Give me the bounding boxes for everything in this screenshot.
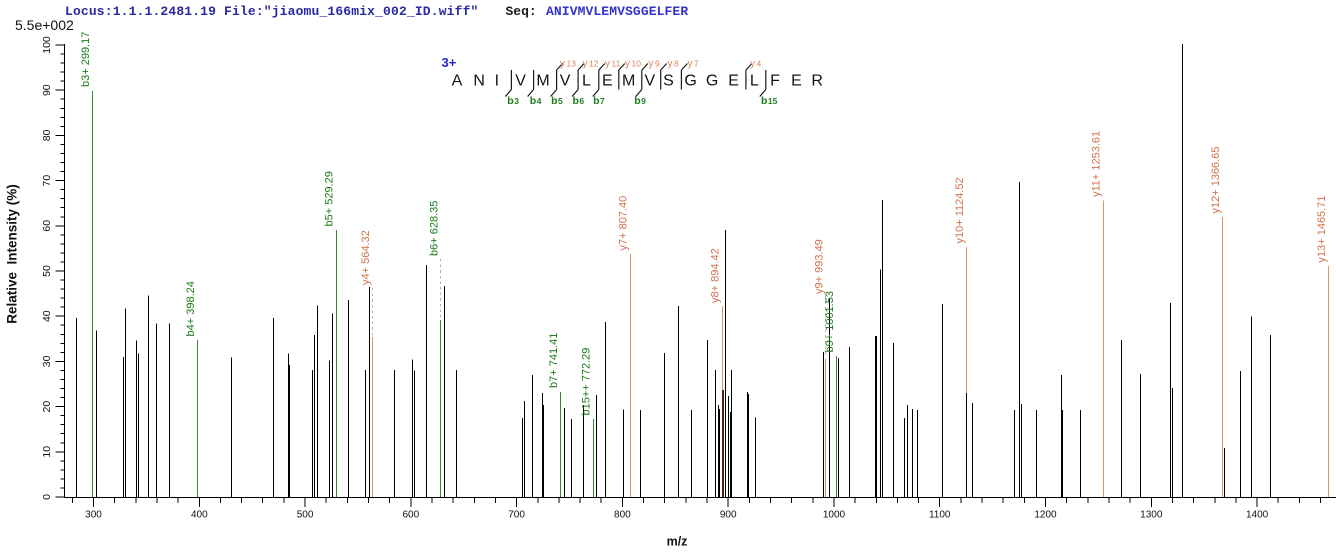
- svg-text:b5: b5: [551, 95, 563, 107]
- svg-text:1100: 1100: [929, 510, 951, 521]
- svg-text:y10: y 10: [625, 59, 641, 70]
- svg-text:E: E: [728, 73, 739, 90]
- svg-text:y12+ 1366.65: y12+ 1366.65: [1210, 147, 1222, 214]
- svg-text:V: V: [515, 73, 526, 90]
- svg-text:10: 10: [41, 446, 53, 458]
- svg-text:60: 60: [41, 220, 53, 232]
- svg-text:A: A: [452, 73, 463, 90]
- svg-text:700: 700: [508, 510, 525, 521]
- svg-text:L: L: [582, 73, 591, 90]
- svg-text:40: 40: [41, 310, 53, 322]
- svg-text:y10+ 1124.52: y10+ 1124.52: [954, 177, 966, 243]
- svg-text:0: 0: [41, 494, 53, 500]
- svg-text:50: 50: [41, 265, 53, 277]
- svg-text:y4: y4: [750, 59, 762, 70]
- svg-text:y11+ 1253.61: y11+ 1253.61: [1091, 131, 1103, 197]
- svg-text:E: E: [602, 73, 613, 90]
- svg-text:ANIVMVLEMVSGGELFER: ANIVMVLEMVSGGELFER: [546, 4, 688, 19]
- svg-text:Locus:1.1.1.2481.19 File:"jiao: Locus:1.1.1.2481.19 File:"jiaomu_166mix_…: [65, 4, 478, 19]
- svg-text:b4: b4: [530, 95, 542, 107]
- svg-text:500: 500: [297, 510, 314, 521]
- svg-text:100: 100: [41, 36, 53, 54]
- svg-text:5.5e+002: 5.5e+002: [15, 17, 74, 33]
- svg-text:b4+ 398.24: b4+ 398.24: [185, 281, 197, 336]
- svg-text:b9+ 1001.53: b9+ 1001.53: [824, 291, 836, 352]
- svg-text:b6+ 628.35: b6+ 628.35: [429, 201, 441, 256]
- svg-text:b5+ 529.29: b5+ 529.29: [324, 171, 336, 226]
- svg-text:1200: 1200: [1034, 510, 1057, 521]
- svg-text:N: N: [473, 73, 485, 90]
- svg-text:b3: b3: [507, 95, 519, 107]
- svg-text:1300: 1300: [1140, 510, 1163, 521]
- svg-text:30: 30: [41, 355, 53, 367]
- svg-text:M: M: [536, 73, 549, 90]
- svg-text:1000: 1000: [823, 510, 846, 521]
- svg-text:G: G: [706, 73, 718, 90]
- svg-text:b3+ 299.17: b3+ 299.17: [80, 32, 92, 87]
- svg-text:y13: y 13: [560, 59, 576, 70]
- svg-text:y12: y 12: [583, 59, 599, 70]
- svg-text:300: 300: [85, 510, 102, 521]
- svg-text:400: 400: [191, 510, 208, 521]
- svg-text:1400: 1400: [1246, 510, 1269, 521]
- svg-text:90: 90: [41, 84, 53, 96]
- svg-text:I: I: [495, 73, 499, 90]
- svg-text:20: 20: [41, 401, 53, 413]
- svg-text:y13+ 1465.71: y13+ 1465.71: [1316, 196, 1328, 263]
- svg-text:b15++ 772.29: b15++ 772.29: [581, 348, 593, 416]
- svg-text:70: 70: [41, 175, 53, 187]
- svg-text:y7+ 807.40: y7+ 807.40: [618, 196, 630, 251]
- svg-text:y11: y 11: [605, 59, 621, 70]
- svg-text:y8+ 894.42: y8+ 894.42: [710, 248, 722, 303]
- svg-text:y9: y9: [649, 59, 661, 70]
- svg-text:b7: b7: [593, 95, 605, 107]
- svg-text:S: S: [663, 73, 674, 90]
- svg-text:E: E: [791, 73, 802, 90]
- svg-text:b15: b15: [761, 95, 778, 107]
- svg-text:Seq:: Seq:: [506, 4, 537, 19]
- svg-text:L: L: [750, 73, 759, 90]
- svg-text:V: V: [560, 73, 571, 90]
- svg-text:Relative Intensity (%): Relative Intensity (%): [5, 184, 20, 324]
- svg-text:y8: y8: [668, 59, 680, 70]
- svg-text:b7+ 741.41: b7+ 741.41: [548, 333, 560, 388]
- svg-text:600: 600: [402, 510, 419, 521]
- svg-text:G: G: [684, 73, 696, 90]
- svg-text:V: V: [644, 73, 655, 90]
- svg-text:3+: 3+: [442, 55, 457, 70]
- svg-text:M: M: [622, 73, 635, 90]
- svg-text:y4+ 564.32: y4+ 564.32: [360, 230, 372, 285]
- svg-text:800: 800: [614, 510, 631, 521]
- svg-text:b9: b9: [634, 95, 646, 107]
- svg-text:R: R: [811, 73, 823, 90]
- svg-text:F: F: [770, 73, 780, 90]
- svg-text:80: 80: [41, 129, 53, 141]
- svg-text:y7: y7: [688, 59, 700, 70]
- svg-text:b6: b6: [573, 95, 585, 107]
- svg-text:y9+ 993.49: y9+ 993.49: [813, 239, 825, 294]
- svg-text:900: 900: [720, 510, 737, 521]
- svg-text:m/z: m/z: [667, 535, 688, 549]
